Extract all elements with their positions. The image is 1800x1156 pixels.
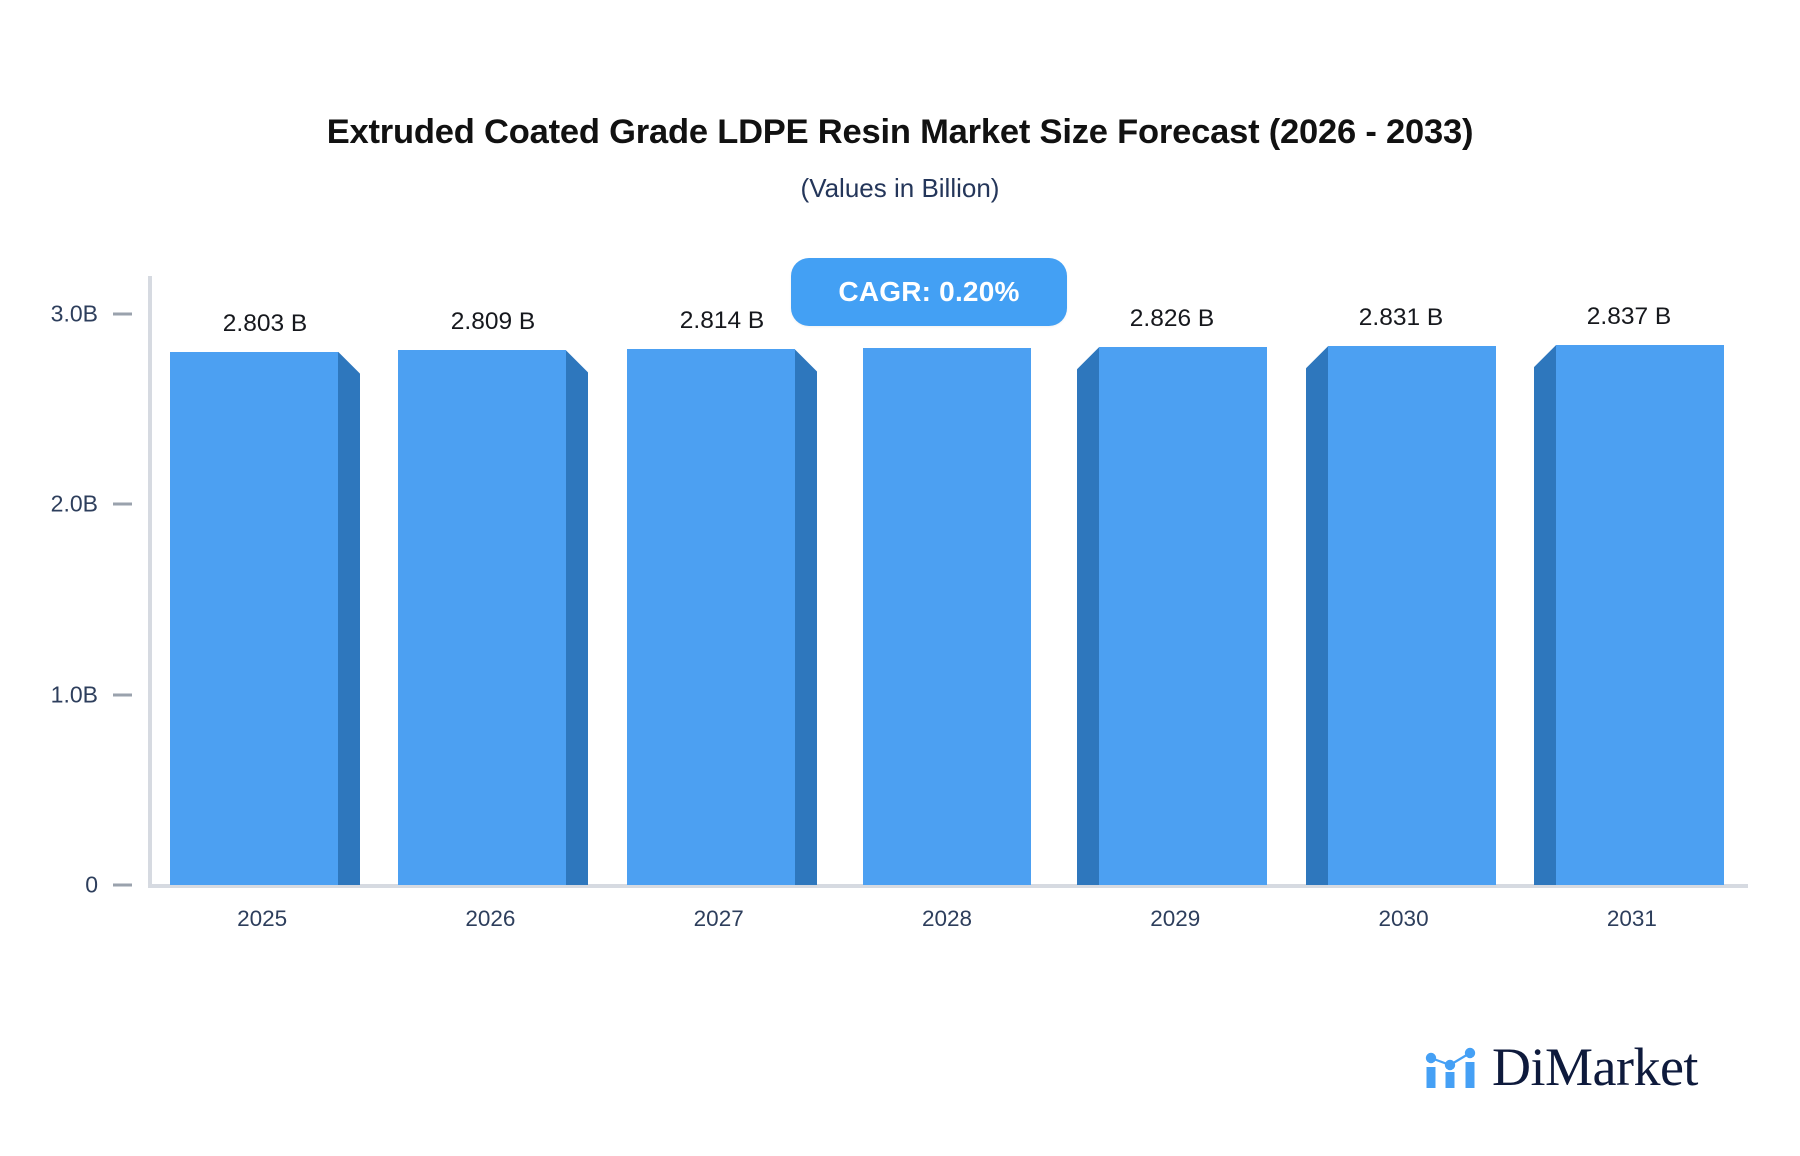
y-tick-label: 2.0B	[50, 490, 98, 517]
bar	[627, 349, 817, 885]
bar	[1534, 345, 1724, 885]
bar-side-face	[566, 350, 588, 885]
bar	[398, 350, 588, 885]
bar-front-face	[1556, 345, 1724, 885]
x-tick-label: 2028	[921, 906, 973, 931]
y-tick-mark	[113, 883, 132, 887]
bar-side-face	[1306, 346, 1328, 885]
bar	[1077, 347, 1267, 885]
y-tick-mark	[113, 502, 132, 506]
brand-logo: DiMarket	[1424, 1040, 1698, 1094]
bar-value-label: 2.837 B	[1586, 303, 1672, 331]
x-tick-label: 2025	[237, 906, 288, 931]
bar-front-face	[627, 349, 795, 885]
bar-front-face	[170, 351, 338, 885]
bar-value-label: 2.814 B	[679, 307, 765, 335]
bar-side-face	[795, 349, 817, 885]
bar-chart-icon	[1424, 1044, 1478, 1090]
bar	[170, 351, 360, 885]
plot-area	[148, 276, 1746, 885]
bar-value-label: 2.826 B	[1129, 305, 1215, 333]
bar-side-face	[338, 351, 360, 885]
y-tick-label: 0	[85, 871, 98, 898]
chart-subtitle: (Values in Billion)	[800, 173, 1000, 203]
bar-value-label: 2.803 B	[222, 309, 308, 337]
x-tick-label: 2029	[1150, 906, 1201, 931]
bar-front-face	[863, 348, 1031, 885]
brand-name: DiMarket	[1492, 1037, 1698, 1097]
y-tick-label: 1.0B	[50, 681, 98, 708]
y-tick-mark	[113, 312, 132, 316]
bar-front-face	[398, 350, 566, 885]
x-tick-label: 2027	[693, 906, 744, 931]
bar-side-face	[1077, 347, 1099, 885]
y-axis-line	[148, 276, 152, 888]
x-tick-label: 2030	[1378, 906, 1429, 931]
bar-value-label: 2.809 B	[450, 308, 536, 336]
bar	[1306, 346, 1496, 885]
bar-front-face	[1099, 347, 1267, 885]
bar-front-face	[1328, 346, 1496, 885]
chart-title: Extruded Coated Grade LDPE Resin Market …	[326, 113, 1474, 151]
x-tick-label: 2031	[1606, 906, 1657, 931]
bar	[863, 348, 1031, 885]
x-axis-line	[148, 884, 1748, 888]
y-tick-label: 3.0B	[50, 300, 98, 327]
cagr-badge: CAGR: 0.20%	[791, 258, 1067, 326]
bar-side-face	[1534, 345, 1556, 885]
bar-value-label: 2.831 B	[1358, 304, 1444, 332]
y-tick-mark	[113, 693, 132, 697]
x-tick-label: 2026	[465, 906, 516, 931]
